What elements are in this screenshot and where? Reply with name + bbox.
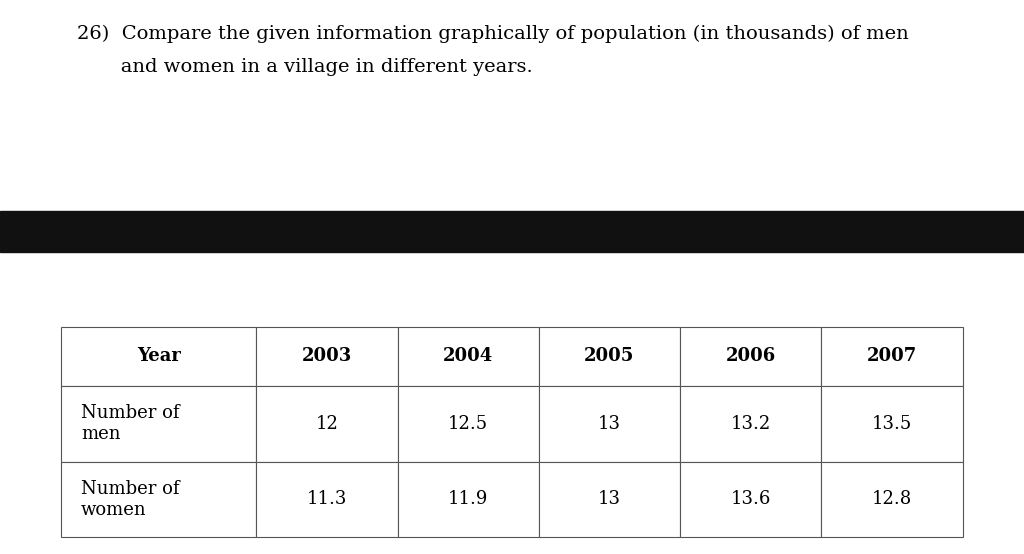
Text: 26)  Compare the given information graphically of population (in thousands) of m: 26) Compare the given information graphi…: [77, 25, 908, 43]
Bar: [0, 211, 1024, 252]
Text: and women in a village in different years.: and women in a village in different year…: [77, 58, 532, 76]
